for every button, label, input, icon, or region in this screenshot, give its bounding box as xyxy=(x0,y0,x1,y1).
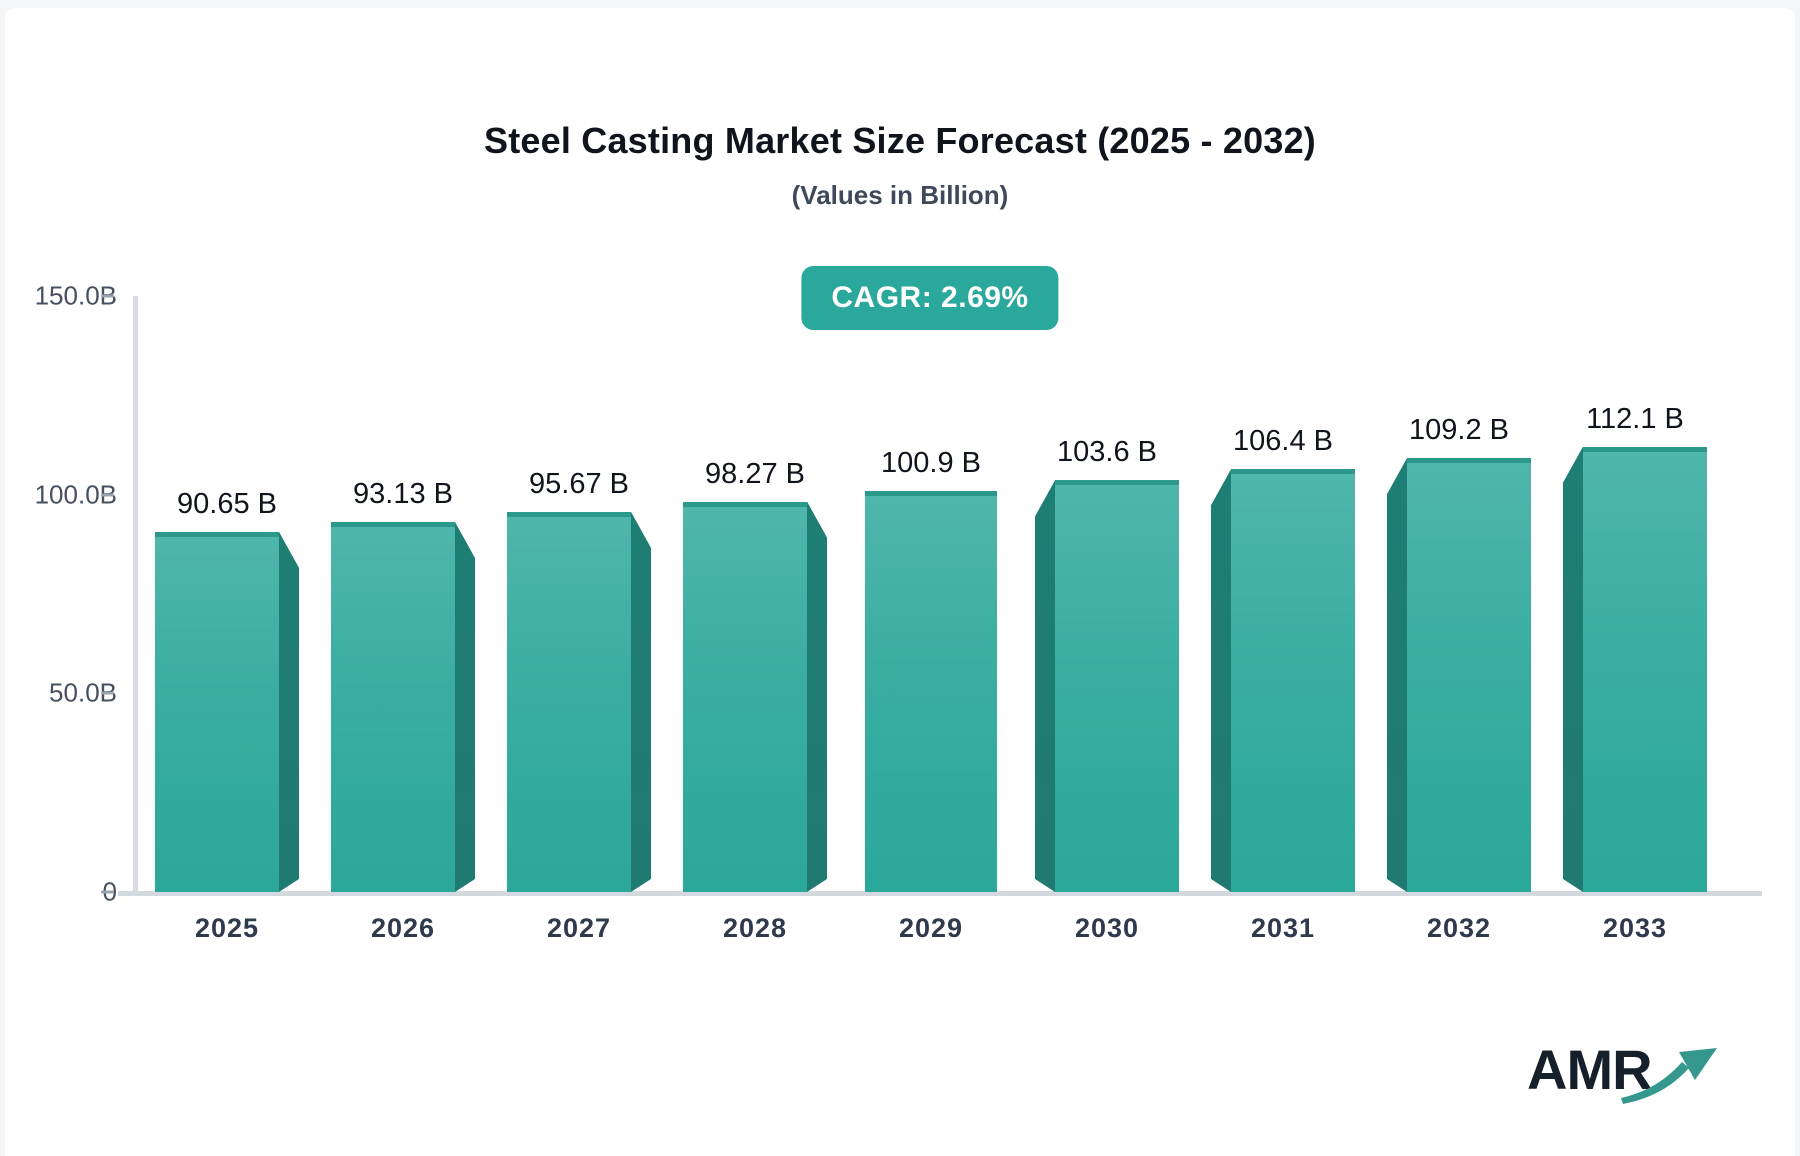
bar-side-face xyxy=(279,531,299,892)
bar-value-label: 90.65 B xyxy=(177,487,277,520)
amr-logo: AMR xyxy=(1527,1040,1727,1120)
bar-face xyxy=(1583,446,1707,892)
bar-top-edge xyxy=(1231,469,1355,475)
bar-2028[interactable] xyxy=(683,501,827,892)
bar-value-label: 98.27 B xyxy=(705,457,805,490)
bar-top-edge xyxy=(155,531,279,537)
bar-face xyxy=(507,511,631,892)
bar-value-label: 106.4 B xyxy=(1233,425,1333,458)
bar-top-edge xyxy=(507,511,631,517)
y-tick-mark xyxy=(101,294,114,298)
bar-top-edge xyxy=(1055,480,1179,486)
bar-side-face xyxy=(1387,458,1407,892)
bar-side-face xyxy=(631,511,651,892)
bar-face xyxy=(683,501,807,892)
bar-top-edge xyxy=(331,521,455,527)
bar-face xyxy=(155,531,279,892)
chart-subtitle: (Values in Billion) xyxy=(791,180,1009,210)
bar-2025[interactable] xyxy=(155,531,299,892)
x-axis-label-2028: 2028 xyxy=(722,913,788,943)
bar-face xyxy=(331,521,455,892)
x-axis-label-2031: 2031 xyxy=(1250,913,1316,943)
bar-2033[interactable] xyxy=(1563,446,1707,892)
bar-value-label: 109.2 B xyxy=(1409,414,1509,447)
bar-value-label: 93.13 B xyxy=(353,477,453,510)
chart-title: Steel Casting Market Size Forecast (2025… xyxy=(484,120,1316,161)
x-axis-label-2026: 2026 xyxy=(370,913,436,943)
bar-value-label: 100.9 B xyxy=(881,447,981,480)
bar-value-label: 95.67 B xyxy=(529,467,629,500)
bar-face xyxy=(865,491,997,892)
bar-top-edge xyxy=(683,501,807,507)
y-axis-line xyxy=(133,296,138,894)
y-tick-mark xyxy=(101,493,114,497)
bar-value-label: 103.6 B xyxy=(1057,436,1157,469)
bar-side-face xyxy=(807,501,827,892)
bar-2031[interactable] xyxy=(1211,469,1355,892)
x-axis-label-2027: 2027 xyxy=(546,913,612,943)
bar-top-edge xyxy=(1407,458,1531,464)
bar-face xyxy=(1407,458,1531,892)
bar-value-label: 112.1 B xyxy=(1586,402,1684,435)
bar-side-face xyxy=(455,521,475,892)
amr-logo-text: AMR xyxy=(1527,1038,1653,1101)
y-tick-mark xyxy=(101,691,114,695)
bar-side-face xyxy=(1035,480,1055,892)
bar-2027[interactable] xyxy=(507,511,651,892)
bar-2026[interactable] xyxy=(331,521,475,892)
bar-2029[interactable] xyxy=(859,491,1003,892)
bar-face xyxy=(1055,480,1179,892)
x-axis-label-2033: 2033 xyxy=(1602,913,1668,943)
cagr-badge: CAGR: 2.69% xyxy=(801,266,1059,330)
bar-top-edge xyxy=(1583,446,1707,452)
bar-top-edge xyxy=(865,491,997,497)
bar-side-face xyxy=(1563,446,1583,892)
x-axis-label-2025: 2025 xyxy=(194,913,260,943)
y-tick-mark xyxy=(101,890,114,894)
trending-up-arrow-icon xyxy=(1621,1048,1717,1104)
x-axis-label-2032: 2032 xyxy=(1426,913,1492,943)
bar-2030[interactable] xyxy=(1035,480,1179,892)
chart-card: Steel Casting Market Size Forecast (2025… xyxy=(5,8,1795,1156)
bar-2032[interactable] xyxy=(1387,458,1531,892)
x-axis-label-2030: 2030 xyxy=(1074,913,1140,943)
bar-side-face xyxy=(1211,469,1231,892)
x-axis-baseline xyxy=(118,891,1762,896)
bar-face xyxy=(1231,469,1355,892)
x-axis-label-2029: 2029 xyxy=(898,913,964,943)
